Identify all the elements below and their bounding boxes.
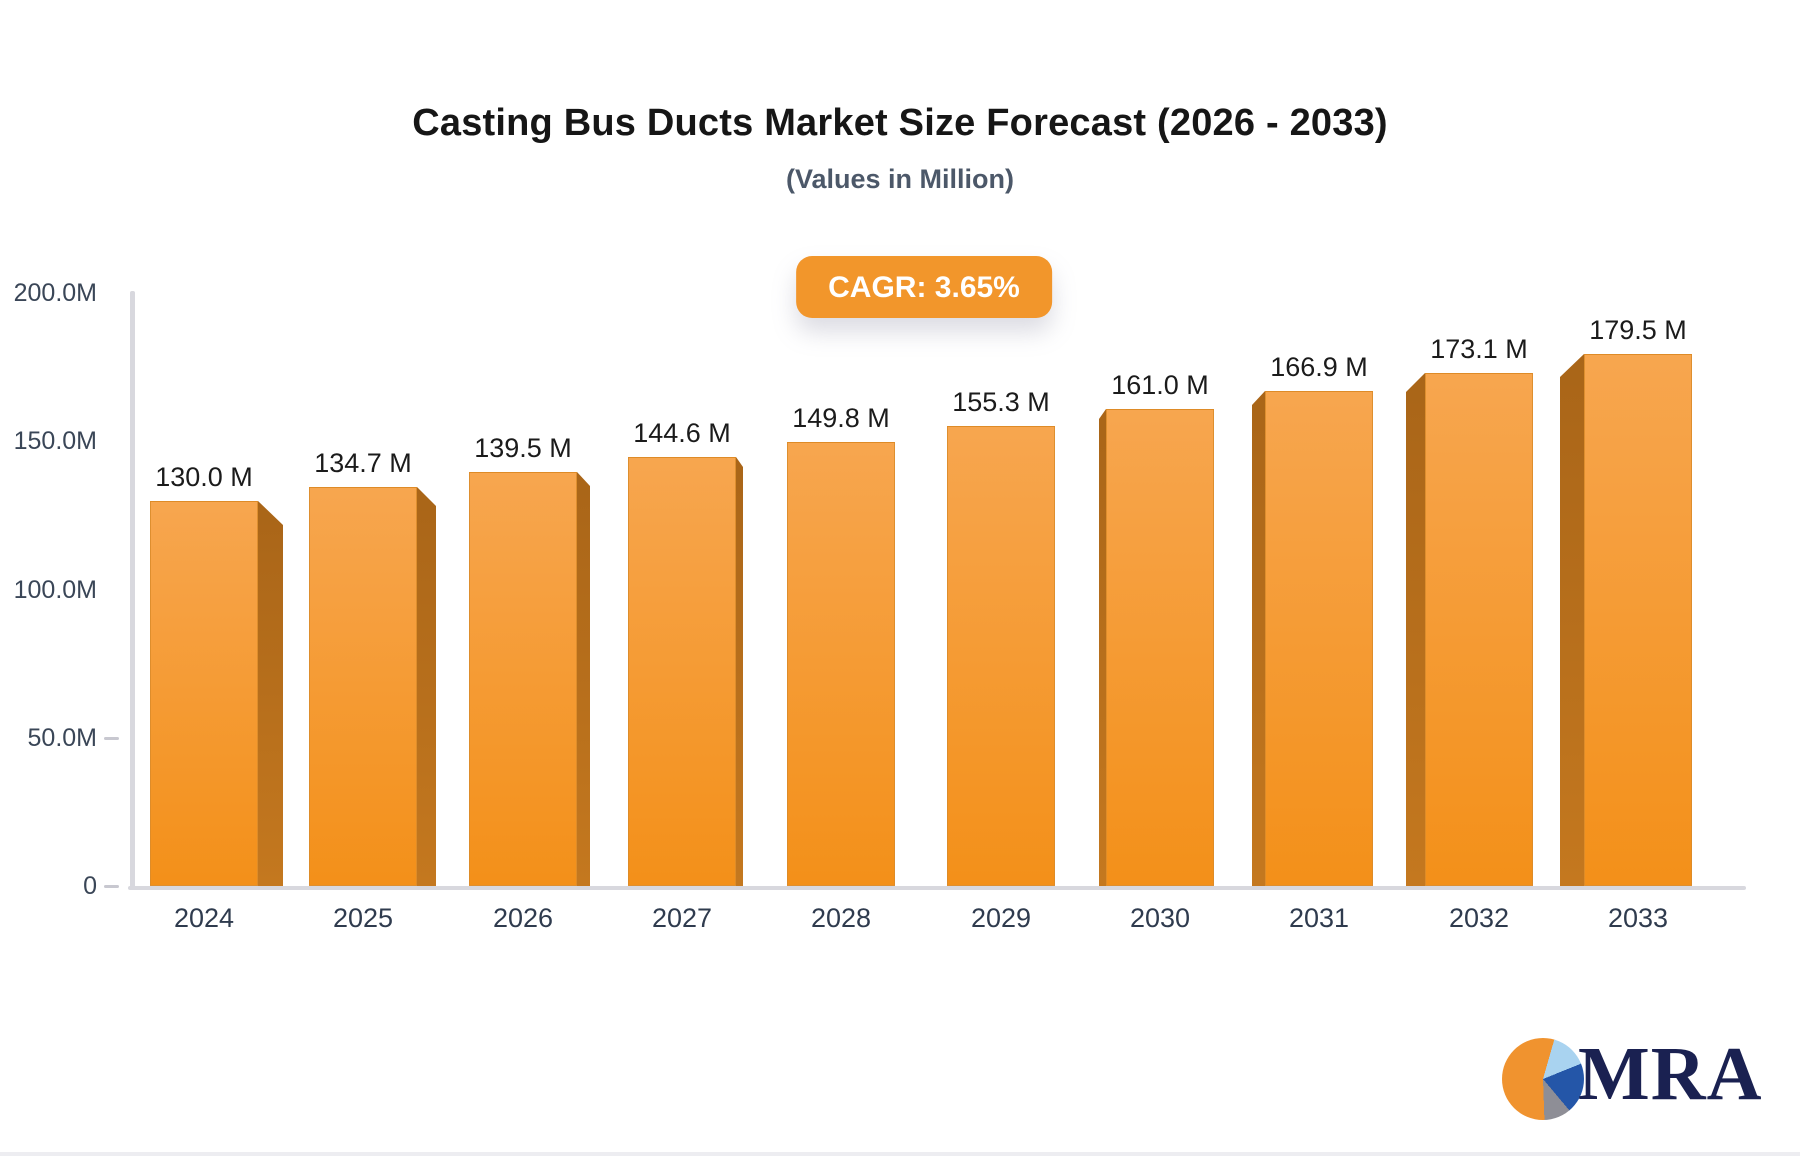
bar-value-label: 149.8 M — [792, 403, 890, 433]
y-tick-dash — [104, 885, 119, 888]
bar — [947, 426, 1055, 886]
bar-value-label: 130.0 M — [155, 462, 253, 492]
bar-side-face — [417, 487, 436, 886]
bar-front-face — [150, 501, 258, 886]
bar-side-face — [1099, 409, 1106, 886]
brand-logo: MRA — [1502, 1032, 1800, 1126]
chart-title: Casting Bus Ducts Market Size Forecast (… — [412, 102, 1388, 144]
bar-side-face — [1252, 391, 1265, 886]
bar-value-label: 139.5 M — [474, 433, 572, 463]
bar-front-face — [628, 457, 736, 886]
x-tick-label: 2028 — [810, 903, 872, 933]
cagr-badge: CAGR: 3.65% — [796, 256, 1052, 318]
bar-value-label: 134.7 M — [314, 448, 412, 478]
bar — [1406, 373, 1533, 886]
x-tick-label: 2026 — [492, 903, 554, 933]
bar-value-label: 166.9 M — [1270, 352, 1368, 382]
bar — [150, 501, 283, 886]
bar — [1099, 409, 1214, 886]
logo-pie-icon — [1502, 1038, 1584, 1120]
bar-side-face — [1560, 354, 1584, 886]
bar-side-face — [736, 457, 743, 886]
chart-subtitle: (Values in Million) — [785, 164, 1015, 194]
bar-front-face — [1425, 373, 1533, 886]
bar-value-label: 144.6 M — [633, 418, 731, 448]
x-tick-label: 2029 — [970, 903, 1032, 933]
bar-front-face — [309, 487, 417, 886]
bar-front-face — [947, 426, 1055, 886]
bar — [787, 442, 895, 886]
bar — [628, 457, 743, 886]
bar-side-face — [577, 472, 590, 886]
bar — [1560, 354, 1692, 886]
logo-text: MRA — [1578, 1032, 1763, 1116]
bar — [1252, 391, 1373, 886]
page-bottom-edge — [0, 1152, 1800, 1156]
x-tick-label: 2024 — [173, 903, 235, 933]
bar-value-label: 179.5 M — [1589, 315, 1687, 345]
y-axis-line — [130, 291, 135, 890]
y-tick-label: 100.0M — [13, 575, 97, 604]
x-tick-label: 2031 — [1288, 903, 1350, 933]
bar-side-face — [258, 501, 283, 886]
bar-front-face — [1265, 391, 1373, 886]
bar-value-label: 161.0 M — [1111, 370, 1209, 400]
y-tick-label: 200.0M — [13, 279, 97, 307]
bar-front-face — [1584, 354, 1692, 886]
bar-side-face — [1406, 373, 1425, 886]
bar-front-face — [469, 472, 577, 886]
x-tick-label: 2033 — [1607, 903, 1669, 933]
y-tick-dash — [104, 736, 119, 740]
bar — [309, 487, 436, 886]
x-tick-label: 2025 — [332, 903, 394, 933]
bar — [469, 472, 590, 886]
bar-value-label: 173.1 M — [1430, 334, 1528, 364]
bar-front-face — [787, 442, 895, 886]
bar-front-face — [1106, 409, 1214, 886]
x-axis-line — [128, 886, 1746, 890]
x-tick-label: 2030 — [1129, 903, 1191, 933]
x-tick-label: 2027 — [651, 903, 713, 933]
y-tick-label: 0 — [83, 872, 97, 900]
y-tick-label: 50.0M — [27, 723, 97, 752]
y-tick-label: 150.0M — [13, 427, 97, 456]
x-tick-label: 2032 — [1448, 903, 1510, 933]
bar-value-label: 155.3 M — [952, 387, 1050, 417]
